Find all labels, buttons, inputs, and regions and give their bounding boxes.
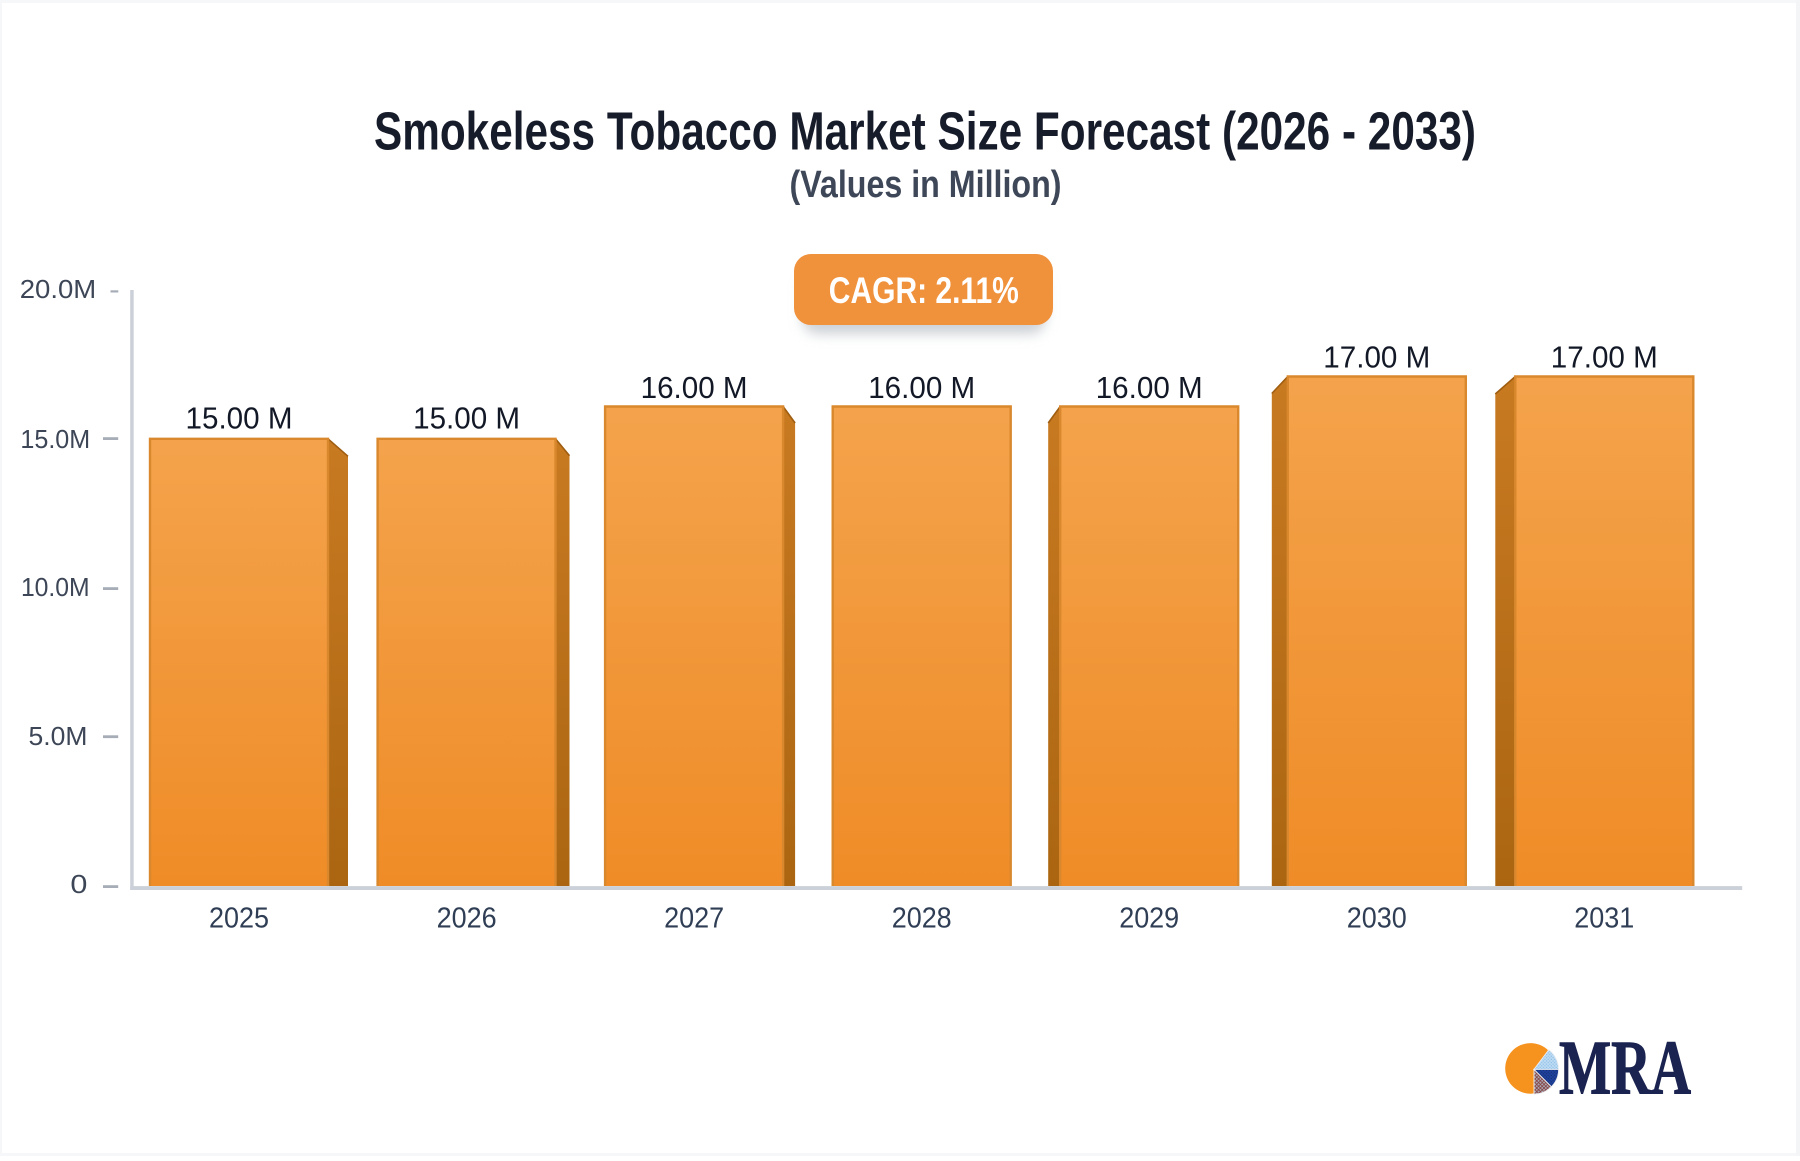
svg-text:2027: 2027 [664, 903, 724, 935]
svg-text:5.0M: 5.0M [29, 721, 88, 751]
svg-text:(Values in Million): (Values in Million) [790, 164, 1062, 206]
svg-text:CAGR: 2.11%: CAGR: 2.11% [829, 270, 1019, 311]
svg-text:Smokeless Tobacco Market Size: Smokeless Tobacco Market Size Forecast (… [374, 101, 1476, 161]
svg-text:16.00 M: 16.00 M [641, 370, 748, 405]
svg-text:10.0M: 10.0M [21, 572, 90, 602]
svg-text:16.00 M: 16.00 M [1096, 370, 1203, 405]
svg-text:2029: 2029 [1119, 903, 1179, 935]
svg-text:17.00 M: 17.00 M [1551, 339, 1658, 374]
svg-text:15.0M: 15.0M [20, 424, 90, 454]
svg-text:16.00 M: 16.00 M [868, 370, 975, 405]
svg-text:2028: 2028 [892, 903, 952, 935]
svg-text:2025: 2025 [209, 903, 269, 935]
svg-text:MRA: MRA [1559, 1024, 1691, 1110]
svg-text:17.00 M: 17.00 M [1323, 339, 1430, 374]
svg-text:2030: 2030 [1347, 903, 1407, 935]
svg-text:15.00 M: 15.00 M [186, 400, 293, 435]
svg-text:0: 0 [70, 869, 87, 899]
svg-text:2031: 2031 [1574, 903, 1634, 935]
svg-text:20.0M: 20.0M [20, 274, 96, 304]
svg-text:15.00 M: 15.00 M [413, 400, 520, 435]
svg-text:2026: 2026 [437, 903, 497, 935]
